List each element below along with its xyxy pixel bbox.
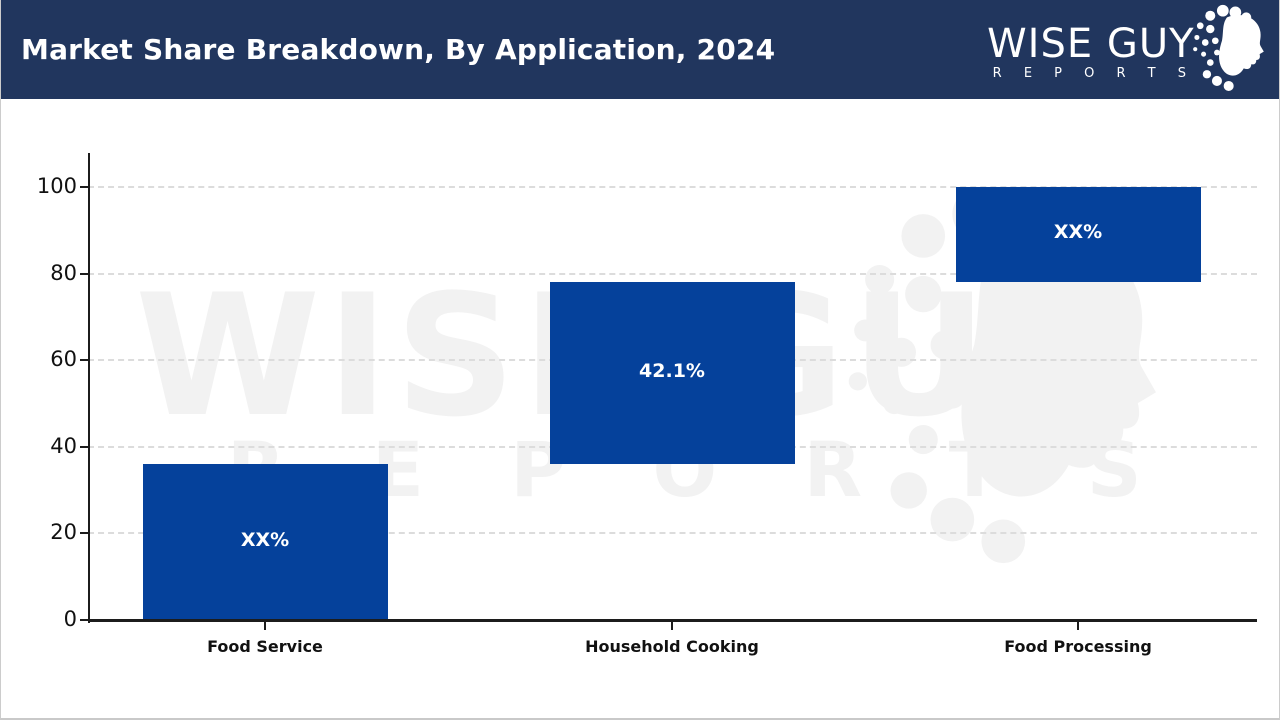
bar-value-label: 42.1%	[639, 359, 705, 382]
x-category-label: Food Service	[207, 637, 323, 656]
y-tick-label: 20	[50, 520, 77, 545]
x-tick-mark	[264, 622, 266, 630]
x-tick-mark	[1077, 622, 1079, 630]
x-axis-spine	[88, 619, 1257, 622]
x-tick-mark	[671, 622, 673, 630]
x-category-label: Food Processing	[1004, 637, 1152, 656]
y-tick-mark	[80, 619, 88, 621]
y-tick-mark	[80, 532, 88, 535]
x-category-label: Household Cooking	[585, 637, 759, 656]
y-tick-label: 100	[36, 174, 77, 198]
dotted-head-logo-icon	[1181, 4, 1273, 100]
bar-household-cooking	[549, 281, 795, 465]
brand-tagline: R E P O R T S	[992, 66, 1195, 81]
y-tick-label: 60	[50, 347, 77, 372]
gridline-20	[88, 532, 1257, 535]
bar-value-label: XX%	[1053, 221, 1103, 244]
bar-value-label: XX%	[240, 529, 290, 552]
y-tick-label: 0	[63, 607, 77, 631]
header-band: Market Share Breakdown, By Application, …	[1, 0, 1279, 99]
y-tick-mark	[80, 272, 88, 275]
gridline-80	[88, 272, 1257, 275]
brand-logo-text: WISE GUY R E P O R T S	[987, 23, 1195, 81]
page-title: Market Share Breakdown, By Application, …	[21, 33, 776, 66]
gridline-100	[88, 186, 1257, 188]
y-tick-mark	[80, 186, 88, 188]
brand-name: WISE GUY	[987, 21, 1195, 67]
y-tick-mark	[80, 445, 88, 448]
y-tick-mark	[80, 359, 88, 362]
brand-logo: WISE GUY R E P O R T S	[987, 4, 1273, 100]
y-tick-label: 80	[50, 260, 77, 285]
y-tick-label: 40	[50, 433, 77, 458]
y-axis-spine	[88, 153, 90, 623]
bar-food-service	[142, 464, 388, 620]
